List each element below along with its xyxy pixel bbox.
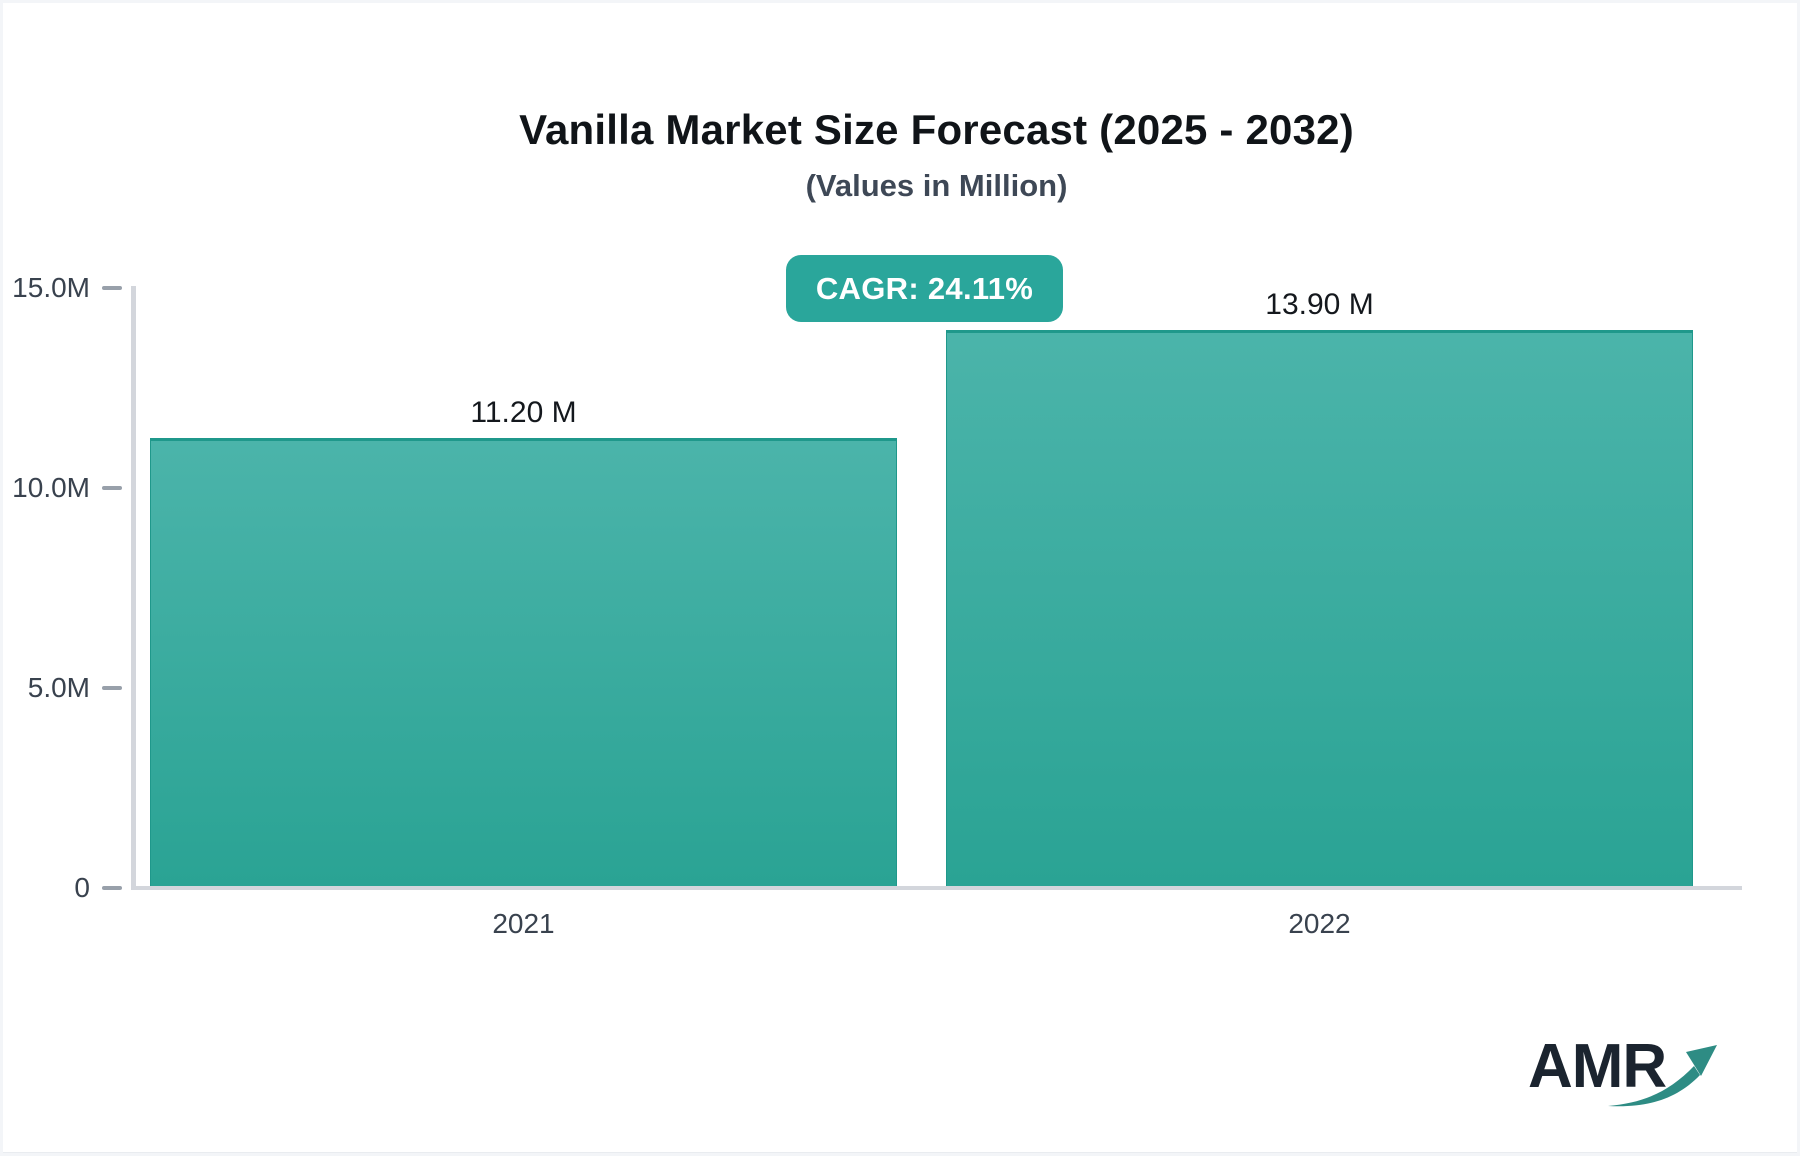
chart-subtitle: (Values in Million) (805, 168, 1068, 203)
chart-title: Vanilla Market Size Forecast (2025 - 203… (519, 106, 1354, 153)
y-axis-tick-mark (102, 286, 122, 290)
bar-value-label: 11.20 M (470, 396, 577, 429)
y-axis-tick-label: 5.0M (27, 672, 90, 703)
y-axis-tick-mark (102, 886, 122, 890)
y-axis-tick-label: 0 (74, 872, 90, 903)
x-axis-category-label: 2021 (492, 908, 555, 939)
x-axis-baseline (131, 886, 1742, 890)
y-axis-tick-mark (102, 486, 122, 490)
y-axis-tick-label: 10.0M (12, 472, 90, 503)
y-axis-tick: 5.0M (0, 672, 122, 704)
y-axis-tick: 0 (0, 872, 122, 904)
amr-logo-text: AMR (1528, 1032, 1667, 1101)
x-axis-category-label: 2022 (1288, 908, 1351, 939)
bar-value-label: 13.90 M (1265, 288, 1374, 321)
y-axis-tick-label: 15.0M (12, 272, 90, 303)
amr-logo: AMR (1528, 1034, 1718, 1114)
y-axis-tick: 15.0M (0, 272, 122, 304)
y-axis-tick: 10.0M (0, 472, 122, 504)
y-axis-tick-mark (102, 686, 122, 690)
chart-header: Vanilla Market Size Forecast (2025 - 203… (131, 106, 1742, 204)
bar-2022 (946, 330, 1693, 886)
growth-arrow-icon (1608, 1045, 1717, 1107)
cagr-badge: CAGR: 24.11% (786, 255, 1063, 322)
y-axis-line (131, 286, 136, 890)
bar-2021 (150, 438, 897, 886)
